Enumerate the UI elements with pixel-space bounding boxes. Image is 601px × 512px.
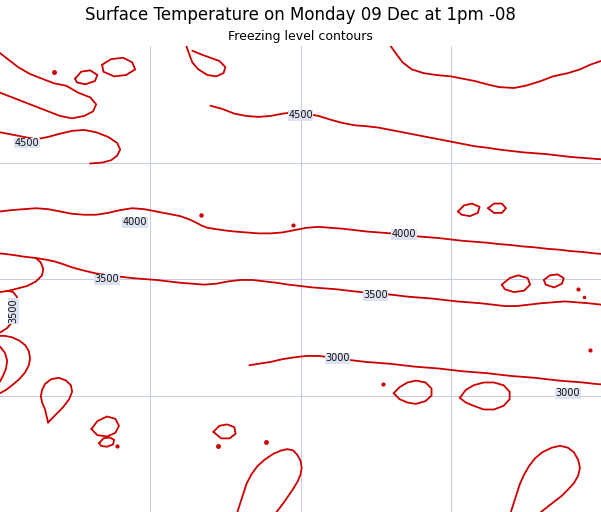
Text: Surface Temperature on Monday 09 Dec at 1pm -08: Surface Temperature on Monday 09 Dec at …	[85, 6, 516, 24]
Text: 3000: 3000	[326, 353, 350, 363]
Text: 3500: 3500	[95, 274, 119, 284]
Text: 4500: 4500	[288, 110, 313, 120]
Text: 4000: 4000	[392, 229, 416, 239]
Text: 4000: 4000	[123, 217, 147, 227]
Text: 3500: 3500	[8, 298, 18, 323]
Text: 3000: 3000	[556, 388, 580, 398]
Text: 3500: 3500	[364, 290, 388, 301]
Text: Freezing level contours: Freezing level contours	[228, 30, 373, 44]
Text: 4500: 4500	[15, 138, 39, 148]
